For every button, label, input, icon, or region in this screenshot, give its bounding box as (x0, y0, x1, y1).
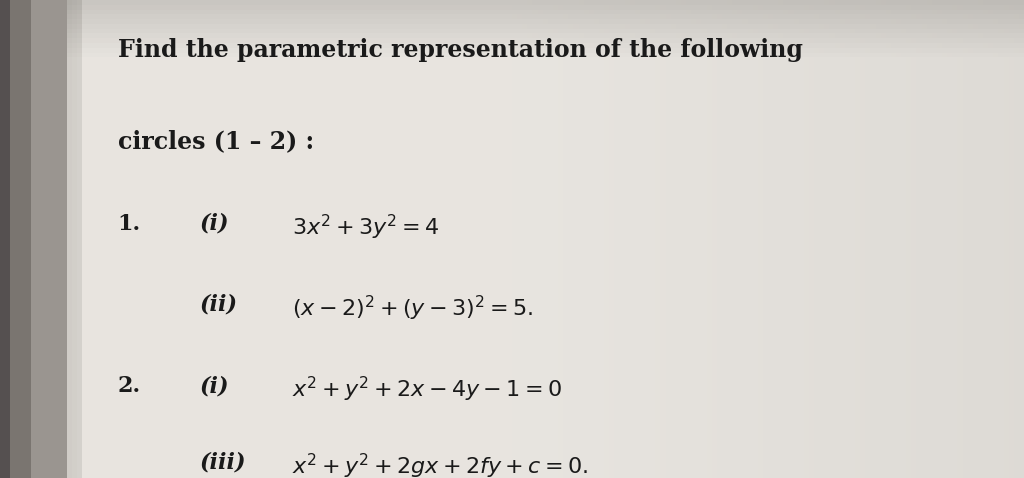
Text: (iii): (iii) (200, 452, 246, 474)
Text: $x^2+y^2+2gx+2fy+c=0.$: $x^2+y^2+2gx+2fy+c=0.$ (292, 452, 588, 478)
Text: 2.: 2. (118, 375, 141, 397)
Bar (0, 0, 31, 478)
Text: 1.: 1. (118, 213, 141, 235)
Bar (0, 0, 67, 478)
Text: Find the parametric representation of the following: Find the parametric representation of th… (118, 38, 803, 62)
Text: (ii): (ii) (200, 294, 238, 316)
Text: (i): (i) (200, 213, 229, 235)
Text: $3x^2+3y^2=4$: $3x^2+3y^2=4$ (292, 213, 439, 242)
Text: $(x-2)^2+(y-3)^2=5.$: $(x-2)^2+(y-3)^2=5.$ (292, 294, 532, 323)
Text: (i): (i) (200, 375, 229, 397)
Text: circles (1 – 2) :: circles (1 – 2) : (118, 129, 314, 153)
Bar (0, 0, 10, 478)
Text: $x^2+y^2+2x-4y-1=0$: $x^2+y^2+2x-4y-1=0$ (292, 375, 562, 404)
